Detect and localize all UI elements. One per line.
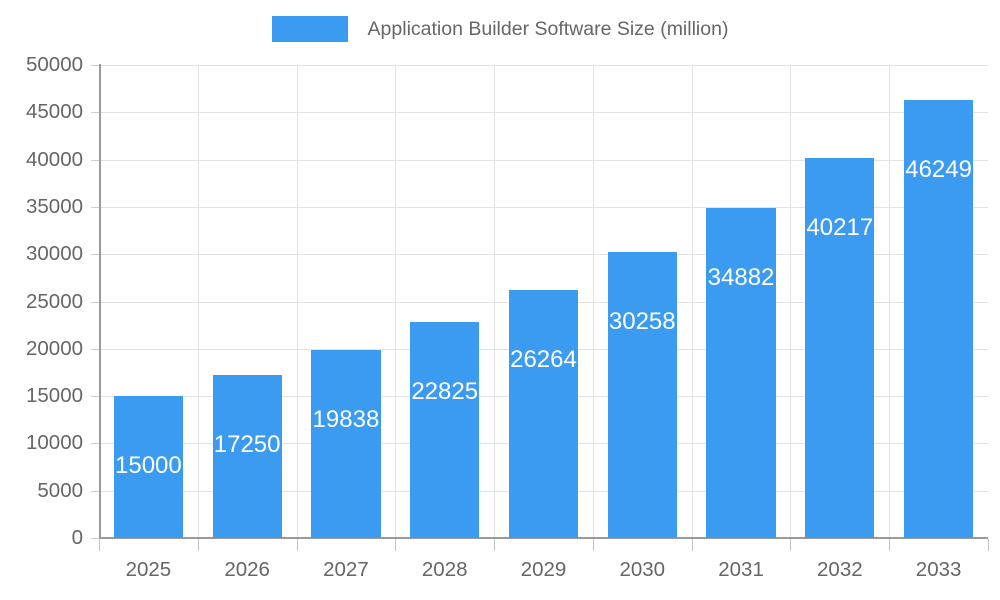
y-axis-tick-label: 30000 [25, 242, 83, 266]
x-axis-tick-label: 2030 [619, 558, 666, 581]
y-axis-tick-mark [91, 490, 99, 492]
y-axis-tick-label: 5000 [37, 478, 83, 502]
y-axis-tick-label: 40000 [25, 147, 83, 171]
chart-legend: Application Builder Software Size (milli… [0, 14, 1000, 44]
y-axis-tick-mark [91, 159, 99, 161]
gridline-vertical [197, 65, 199, 538]
x-axis-tick-mark [99, 539, 100, 551]
y-axis-tick-label: 0 [71, 526, 83, 549]
y-axis-tick-mark [91, 396, 99, 398]
y-axis-tick-mark [91, 301, 99, 303]
x-axis-tick-mark [691, 539, 693, 551]
y-axis-tick-label: 50000 [25, 53, 83, 76]
x-axis-tick-mark [592, 539, 594, 551]
y-axis-tick-mark [91, 112, 99, 114]
y-axis-tick-label: 25000 [25, 289, 83, 313]
y-axis-tick-mark [91, 254, 99, 256]
bar[interactable] [805, 157, 875, 538]
x-axis-tick-label: 2025 [125, 558, 172, 581]
x-axis-tick-mark [296, 539, 298, 551]
x-axis-tick-label: 2031 [718, 558, 764, 581]
bar[interactable] [904, 100, 974, 538]
x-axis-tick-mark [988, 539, 989, 551]
y-axis-tick-label: 45000 [25, 100, 83, 124]
x-axis-tick-mark [790, 539, 792, 551]
x-axis-tick-mark [494, 539, 496, 551]
y-axis-line [99, 64, 101, 539]
gridline-horizontal [99, 206, 988, 208]
y-axis-tick-label: 20000 [25, 336, 83, 360]
bar[interactable] [212, 374, 282, 538]
y-axis-tick-mark [91, 538, 99, 539]
x-axis-tick-label: 2033 [915, 558, 962, 581]
x-axis-tick-label: 2026 [224, 558, 270, 581]
y-axis-tick-label: 15000 [25, 384, 83, 408]
y-axis-tick-mark [91, 348, 99, 350]
bar[interactable] [410, 322, 480, 538]
gridline-vertical [395, 65, 397, 538]
gridline-vertical [296, 65, 298, 538]
y-axis-tick-mark [91, 206, 99, 208]
gridline-vertical [790, 65, 792, 538]
x-axis-tick-mark [889, 539, 891, 551]
x-axis-tick-mark [197, 539, 199, 551]
x-axis-tick-label: 2032 [817, 558, 863, 581]
gridline-vertical [592, 65, 594, 538]
gridline-horizontal [99, 65, 988, 66]
y-axis-tick-mark [91, 443, 99, 445]
bar[interactable] [113, 396, 183, 538]
x-axis-tick-label: 2029 [520, 558, 567, 581]
x-axis-tick-label: 2027 [323, 558, 369, 581]
y-axis-tick-label: 35000 [25, 194, 83, 218]
gridline-horizontal [99, 159, 988, 161]
gridline-horizontal [99, 254, 988, 256]
bar[interactable] [607, 251, 677, 538]
x-axis-tick-mark [395, 539, 397, 551]
bar[interactable] [706, 208, 776, 538]
x-axis-line [99, 537, 988, 539]
y-axis-tick-label: 10000 [25, 431, 83, 455]
bar[interactable] [311, 350, 381, 538]
y-axis-tick-mark [91, 65, 99, 66]
bar[interactable] [508, 289, 579, 538]
gridline-vertical [691, 65, 693, 538]
gridline-vertical [889, 65, 891, 538]
x-axis-tick-label: 2028 [421, 558, 468, 581]
legend-swatch-icon [271, 16, 348, 42]
gridline-vertical [494, 65, 496, 538]
gridline-horizontal [99, 112, 988, 114]
legend-label: Application Builder Software Size (milli… [367, 18, 729, 40]
